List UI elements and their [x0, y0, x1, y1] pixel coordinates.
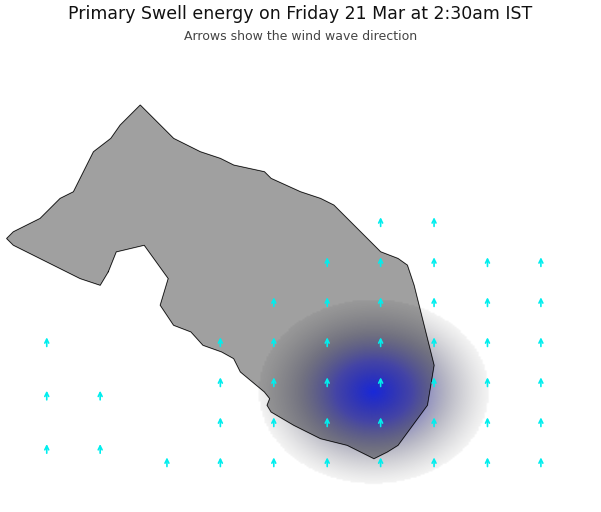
Polygon shape — [7, 105, 434, 459]
Text: Arrows show the wind wave direction: Arrows show the wind wave direction — [184, 30, 417, 42]
Text: Primary Swell energy on Friday 21 Mar at 2:30am IST: Primary Swell energy on Friday 21 Mar at… — [69, 6, 532, 24]
